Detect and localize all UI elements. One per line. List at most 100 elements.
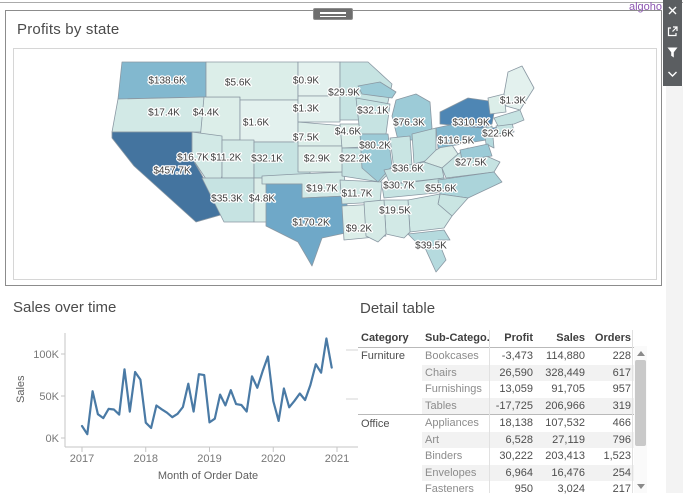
cell-profit[interactable]: 950 xyxy=(514,483,533,495)
state-label-LA: $9.2K xyxy=(346,224,372,235)
table-row[interactable]: Tables -17,725 206,966 319 xyxy=(358,397,634,414)
state-label-WA: $138.6K xyxy=(148,76,186,87)
state-label-NM: $4.8K xyxy=(249,194,275,205)
state-label-MN: $29.9K xyxy=(328,88,360,99)
cell-profit[interactable]: 30,222 xyxy=(499,450,533,462)
cell-subcategory[interactable]: Art xyxy=(425,433,440,446)
state-label-ID: $4.4K xyxy=(193,108,219,119)
cell-subcategory[interactable]: Fasteners xyxy=(425,483,474,495)
collapse-button[interactable] xyxy=(663,63,682,84)
cell-sales[interactable]: 27,119 xyxy=(552,433,585,446)
filter-funnel-icon xyxy=(667,47,678,58)
scroll-up-icon[interactable] xyxy=(637,351,645,356)
state-label-NC: $55.6K xyxy=(425,184,457,195)
table-row[interactable]: Furniture Bookcases -3,473 114,880 228 xyxy=(358,348,634,365)
cell-sales[interactable]: 3,024 xyxy=(557,483,585,495)
cell-sales[interactable]: 107,532 xyxy=(545,417,585,429)
cell-orders[interactable]: 254 xyxy=(612,466,631,479)
cell-sales[interactable]: 206,966 xyxy=(545,399,585,412)
column-header-subcatego[interactable]: Sub-Catego.. xyxy=(425,332,490,344)
state-MT[interactable] xyxy=(205,61,299,101)
table-row[interactable]: Binders 30,222 203,413 1,523 xyxy=(358,448,634,465)
cell-subcategory[interactable]: Furnishings xyxy=(425,383,482,395)
state-label-NE: $7.5K xyxy=(293,133,319,144)
state-label-MI: $76.3K xyxy=(393,118,425,129)
cell-category xyxy=(358,481,422,498)
table-divider xyxy=(632,330,633,493)
column-header-sales[interactable]: Sales xyxy=(556,332,585,344)
cell-subcategory[interactable]: Tables xyxy=(425,399,457,412)
cell-orders[interactable]: 217 xyxy=(612,483,631,495)
state-FL[interactable] xyxy=(407,229,451,273)
state-MI-upper[interactable] xyxy=(357,81,397,99)
cell-category xyxy=(358,381,422,398)
state-MA[interactable] xyxy=(493,109,525,127)
cell-orders[interactable]: 1,523 xyxy=(603,450,631,462)
close-icon xyxy=(668,6,677,15)
cell-subcategory[interactable]: Binders xyxy=(425,450,463,462)
state-MD[interactable] xyxy=(459,143,493,161)
chevron-down-icon xyxy=(668,71,677,77)
state-NJ[interactable] xyxy=(483,125,495,149)
state-VA[interactable] xyxy=(441,147,501,179)
cell-subcategory[interactable]: Envelopes xyxy=(425,466,477,479)
state-ME[interactable] xyxy=(503,65,535,111)
cell-orders[interactable]: 617 xyxy=(612,366,631,379)
cell-sales[interactable]: 114,880 xyxy=(546,350,585,362)
y-tick-label: 100K xyxy=(33,349,59,361)
state-NY[interactable] xyxy=(439,97,497,129)
cell-sales[interactable]: 91,705 xyxy=(551,383,585,395)
cell-profit[interactable]: 13,059 xyxy=(499,383,533,395)
state-label-OR: $17.4K xyxy=(148,108,180,119)
state-TX[interactable] xyxy=(265,183,351,267)
export-button[interactable] xyxy=(663,21,682,42)
table-row[interactable]: Furnishings 13,059 91,705 957 xyxy=(358,381,634,398)
drag-handle[interactable] xyxy=(313,8,353,20)
column-header-profit[interactable]: Profit xyxy=(504,332,533,344)
close-button[interactable] xyxy=(663,0,682,21)
cell-profit[interactable]: -17,725 xyxy=(495,399,533,412)
table-row[interactable]: Envelopes 6,964 16,476 254 xyxy=(358,464,634,481)
cell-profit[interactable]: 6,528 xyxy=(505,433,533,446)
state-label-PA: $116.5K xyxy=(438,136,475,147)
state-label-CA: $457.7K xyxy=(153,166,191,177)
state-label-OK: $19.7K xyxy=(306,184,338,195)
state-SD[interactable] xyxy=(297,95,341,123)
table-row[interactable]: Fasteners 950 3,024 217 xyxy=(358,481,634,498)
state-NC[interactable] xyxy=(437,171,503,199)
cell-profit[interactable]: 6,964 xyxy=(505,466,533,479)
scroll-down-icon[interactable] xyxy=(637,484,645,489)
filter-button[interactable] xyxy=(663,42,682,63)
cell-orders[interactable]: 466 xyxy=(612,417,631,429)
cell-sales[interactable]: 16,476 xyxy=(551,466,585,479)
state-label-NV: $16.7K xyxy=(177,153,209,164)
column-header-category[interactable]: Category xyxy=(358,330,422,347)
cell-orders[interactable]: 228 xyxy=(612,350,631,362)
cell-subcategory[interactable]: Chairs xyxy=(425,366,457,379)
column-header-orders[interactable]: Orders xyxy=(594,332,631,344)
cell-profit[interactable]: 18,138 xyxy=(499,417,533,429)
cell-profit[interactable]: -3,473 xyxy=(501,350,533,362)
table-row[interactable]: Art 6,528 27,119 796 xyxy=(358,431,634,448)
cell-sales[interactable]: 328,449 xyxy=(545,366,585,379)
detail-table-title: Detail table xyxy=(360,300,436,317)
state-label-WI: $32.1K xyxy=(357,106,389,117)
state-KY[interactable] xyxy=(383,161,445,185)
top-divider xyxy=(0,2,683,3)
cell-orders[interactable]: 957 xyxy=(612,383,631,395)
cell-category xyxy=(358,464,422,481)
us-choropleth-map[interactable]: $138.6K $17.4K $457.7K $4.4K $16.7K $11.2K $35… xyxy=(13,48,657,280)
cell-orders[interactable]: 319 xyxy=(612,399,631,412)
table-row[interactable]: Office SuppliesAppliances 18,138 107,532 46… xyxy=(358,414,634,432)
sales-line[interactable] xyxy=(80,337,333,436)
state-VT[interactable] xyxy=(487,93,507,115)
cell-subcategory[interactable]: Bookcases xyxy=(425,350,479,362)
cell-sales[interactable]: 203,413 xyxy=(545,450,585,462)
cell-profit[interactable]: 26,590 xyxy=(499,366,533,379)
table-scrollbar-thumb[interactable] xyxy=(635,360,646,446)
cell-orders[interactable]: 796 xyxy=(612,433,631,446)
cell-subcategory[interactable]: Appliances xyxy=(425,417,479,429)
state-label-SD: $1.3K xyxy=(293,104,319,115)
state-MS[interactable] xyxy=(363,199,387,243)
table-row[interactable]: Chairs 26,590 328,449 617 xyxy=(358,364,634,381)
